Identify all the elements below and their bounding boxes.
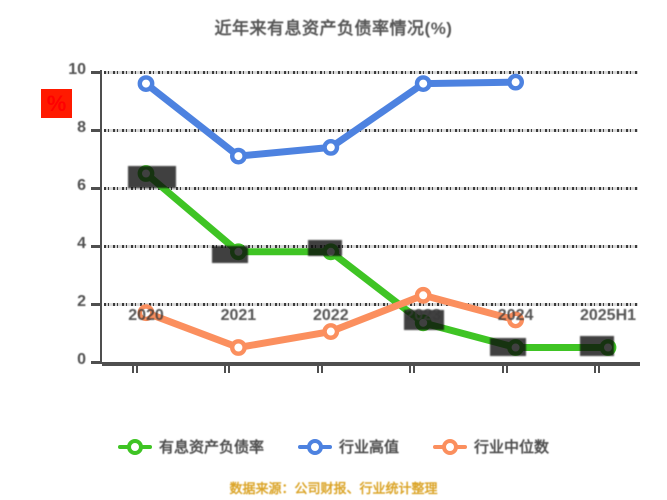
series-line-1 xyxy=(142,170,612,351)
legend-item-2[interactable]: 行业高值 xyxy=(297,436,399,457)
x-axis-tick xyxy=(409,364,412,373)
x-axis-tick xyxy=(598,364,600,373)
x-axis-tick-label: 2021 xyxy=(220,307,257,324)
x-axis-tick xyxy=(228,364,231,373)
legend-dot xyxy=(126,438,143,455)
y-axis-tick-label: 4 xyxy=(77,235,86,252)
legend-item-3[interactable]: 行业中位数 xyxy=(433,436,549,457)
legend-marker-icon xyxy=(117,438,152,455)
y-axis-tick xyxy=(91,129,101,132)
x-axis-tick xyxy=(320,364,323,373)
data-point-marker[interactable] xyxy=(322,323,340,340)
legend-label: 行业中位数 xyxy=(474,439,550,456)
y-axis-tick xyxy=(91,303,101,306)
gridline xyxy=(104,245,638,248)
legend-label: 行业高值 xyxy=(338,439,399,456)
data-point-marker[interactable] xyxy=(414,75,432,93)
data-point-marker[interactable] xyxy=(322,139,340,156)
x-axis-tick-label: 2020 xyxy=(128,307,164,324)
y-axis-tick xyxy=(91,361,101,364)
y-axis-line xyxy=(100,70,102,364)
x-axis-tick xyxy=(132,364,134,373)
data-point-marker[interactable] xyxy=(322,243,340,261)
y-axis-tick-label: 0 xyxy=(77,351,86,368)
gridline xyxy=(104,303,638,306)
x-axis-line xyxy=(102,362,640,366)
data-point-marker[interactable] xyxy=(507,311,524,329)
legend-marker-icon xyxy=(433,438,467,455)
x-axis-tick-label: 2025H1 xyxy=(579,307,637,324)
data-point-marker[interactable] xyxy=(599,339,617,356)
y-axis-title: % xyxy=(41,89,72,118)
x-axis-tick xyxy=(594,364,596,373)
legend-label: 有息资产负债率 xyxy=(158,439,264,456)
x-axis-tick xyxy=(501,364,504,373)
gridline xyxy=(104,71,638,74)
y-axis-tick xyxy=(91,187,101,190)
x-axis-tick xyxy=(505,364,508,373)
data-point-marker[interactable] xyxy=(229,147,247,165)
data-point-marker[interactable] xyxy=(507,339,524,356)
legend-dot xyxy=(306,438,323,455)
y-axis-tick-label: 8 xyxy=(77,119,86,136)
y-axis-tick-label: 6 xyxy=(77,177,86,194)
x-axis-tick xyxy=(136,364,138,373)
legend-marker-icon xyxy=(297,438,332,455)
data-point-marker[interactable] xyxy=(137,304,155,322)
chart-title: 近年来有息资产负债率情况(%) xyxy=(214,19,453,38)
gridline xyxy=(104,187,638,190)
x-axis-tick xyxy=(224,364,227,373)
data-point-marker[interactable] xyxy=(137,165,155,182)
x-axis-tick xyxy=(316,364,319,373)
data-point-marker[interactable] xyxy=(507,73,524,91)
data-point-marker[interactable] xyxy=(414,286,432,304)
data-point-marker[interactable] xyxy=(137,75,155,93)
x-axis-tick-label: 2023 xyxy=(405,307,441,324)
x-axis-tick xyxy=(413,364,416,373)
gridline xyxy=(104,129,638,132)
y-axis-tick-label: 2 xyxy=(77,293,86,310)
data-point-marker[interactable] xyxy=(229,243,247,261)
legend-dot xyxy=(442,438,458,455)
legend-item-1[interactable]: 有息资产负债率 xyxy=(117,436,264,457)
chart-legend: 有息资产负债率 行业高值 行业中位数 xyxy=(0,436,667,457)
data-point-marker[interactable] xyxy=(229,339,247,356)
x-axis-tick-label: 2024 xyxy=(497,307,534,324)
source-watermark: 数据来源：公司财报、行业统计整理 xyxy=(229,481,438,496)
y-axis-tick-label: 10 xyxy=(68,61,86,78)
y-axis-tick xyxy=(91,245,101,248)
y-axis-tick xyxy=(91,71,101,74)
x-axis-tick-label: 2022 xyxy=(313,307,349,324)
